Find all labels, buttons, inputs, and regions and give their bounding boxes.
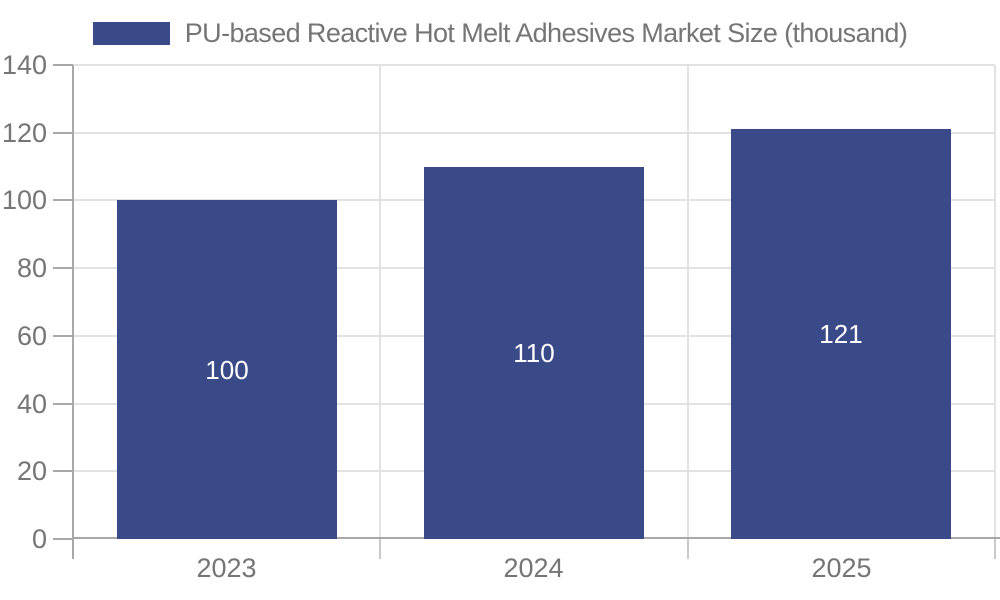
y-tick-label: 80 [16,253,47,283]
v-gridline [994,65,996,539]
v-gridline [687,65,689,539]
legend[interactable]: PU-based Reactive Hot Melt Adhesives Mar… [0,19,1000,47]
y-tick-label: 140 [1,50,47,80]
x-tick-label[interactable]: 2024 [503,553,564,583]
bar [117,200,337,539]
h-gridline [73,132,995,134]
y-axis-tick [53,132,73,134]
bar-value-label: 100 [205,355,249,385]
x-tick-label[interactable]: 2023 [196,553,257,583]
y-tick-label: 120 [1,118,47,148]
v-gridline [379,65,381,539]
y-tick-label: 0 [31,524,47,554]
bar-value-label: 110 [513,338,555,368]
y-axis-tick [53,64,73,66]
y-tick-label: 20 [16,456,47,486]
y-tick-label: 100 [1,185,47,215]
legend-label: PU-based Reactive Hot Melt Adhesives Mar… [184,18,908,48]
x-axis-tick [994,539,996,559]
y-axis-tick [53,538,73,540]
y-axis-tick [53,267,73,269]
y-axis-tick [53,335,73,337]
x-axis-tick [379,539,381,559]
x-tick-label[interactable]: 2025 [811,553,872,583]
bar-value-label: 121 [819,319,863,349]
y-axis-tick [53,199,73,201]
legend-swatch-icon [92,21,170,45]
y-tick-label: 40 [16,389,47,419]
y-axis-tick [53,403,73,405]
h-gridline [73,64,995,66]
y-tick-label: 60 [16,321,47,351]
y-axis-line [72,65,74,559]
bar [424,167,644,539]
x-axis-tick [687,539,689,559]
bar [731,129,951,539]
y-axis-tick [53,470,73,472]
